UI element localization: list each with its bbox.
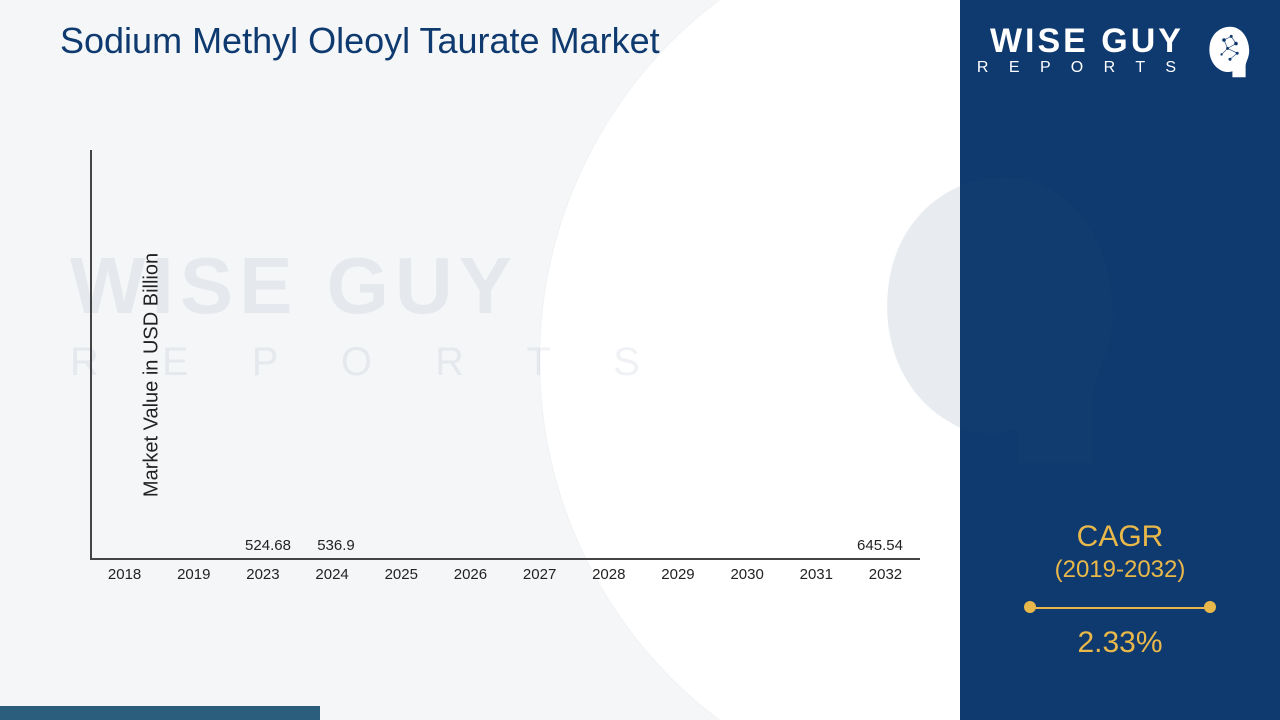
cagr-divider [1030,602,1210,612]
bar-value-label: 536.9 [317,537,355,554]
brand-line1: WISE GUY [977,22,1184,61]
chart-title: Sodium Methyl Oleoyl Taurate Market [60,20,660,62]
x-tick-label: 2031 [782,560,851,600]
bar-value-label: 524.68 [245,537,291,554]
cagr-value: 2.33% [1000,626,1240,660]
bar-value-label: 645.54 [857,537,903,554]
bar-chart: Market Value in USD Billion 524.68536.96… [40,150,920,600]
x-tick-label: 2024 [298,560,367,600]
plot-area: 524.68 536.9 645.54 [90,150,920,560]
x-tick-label: 2018 [90,560,159,600]
x-tick-label: 2027 [505,560,574,600]
footer-accent-bar [0,706,320,720]
cagr-title: CAGR [1000,520,1240,554]
x-tick-label: 2025 [367,560,436,600]
cagr-block: CAGR (2019-2032) 2.33% [1000,520,1240,660]
page-root: WISE GUY R E P O R T S So [0,0,1280,720]
head-profile-icon [1194,22,1254,82]
x-tick-label: 2019 [159,560,228,600]
x-axis-labels: 2018201920232024202520262027202820292030… [90,560,920,600]
x-tick-label: 2028 [574,560,643,600]
x-tick-label: 2032 [851,560,920,600]
cagr-range: (2019-2032) [1000,556,1240,584]
x-tick-label: 2026 [436,560,505,600]
x-tick-label: 2023 [228,560,297,600]
brand-block: WISE GUY R E P O R T S [977,22,1254,82]
x-tick-label: 2030 [713,560,782,600]
brand-line2: R E P O R T S [977,59,1184,77]
bars-container: 524.68 536.9 645.54 [92,150,920,558]
x-tick-label: 2029 [643,560,712,600]
